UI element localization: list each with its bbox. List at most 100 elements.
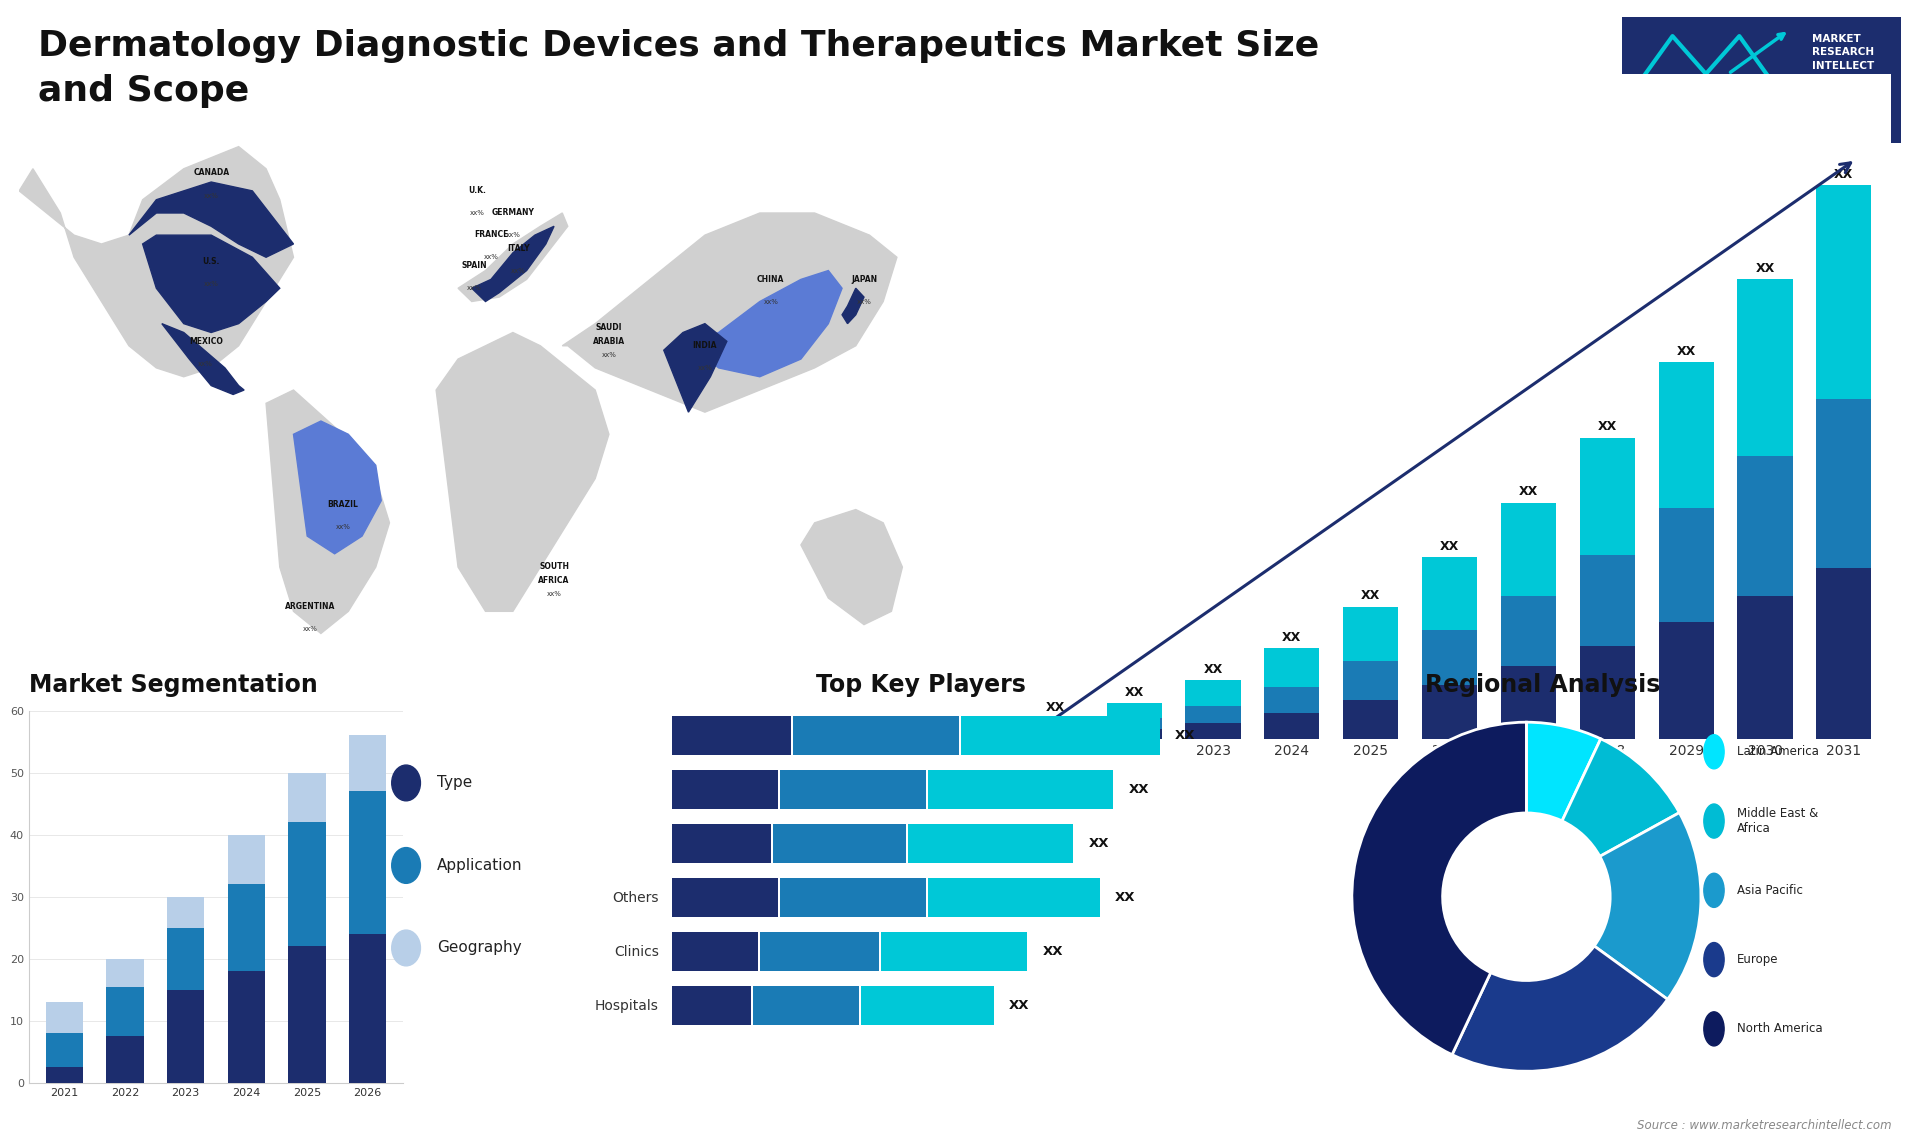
Wedge shape — [1526, 722, 1601, 821]
Bar — [106, 959, 144, 987]
Text: SPAIN: SPAIN — [461, 261, 488, 270]
Text: XX: XX — [1046, 701, 1066, 714]
Bar — [1263, 649, 1319, 688]
Text: XX: XX — [1125, 685, 1144, 699]
Polygon shape — [691, 270, 843, 377]
Text: AFRICA: AFRICA — [538, 575, 570, 584]
Bar — [1580, 555, 1636, 645]
Text: xx%: xx% — [764, 299, 778, 305]
Text: xx%: xx% — [204, 193, 219, 198]
Bar — [227, 971, 265, 1083]
Text: Top Key Players: Top Key Players — [816, 673, 1025, 697]
FancyBboxPatch shape — [927, 878, 1100, 917]
Polygon shape — [563, 213, 897, 413]
Text: U.S.: U.S. — [202, 257, 221, 266]
Text: xx%: xx% — [470, 210, 484, 217]
Wedge shape — [1352, 722, 1526, 1054]
Bar — [1027, 727, 1083, 733]
Wedge shape — [1563, 739, 1680, 856]
Text: Middle East &
Africa: Middle East & Africa — [1738, 807, 1818, 835]
FancyBboxPatch shape — [672, 770, 778, 809]
Polygon shape — [267, 390, 390, 634]
Bar — [288, 947, 326, 1083]
Bar — [106, 1036, 144, 1083]
Text: Type: Type — [438, 776, 472, 791]
Text: INDIA: INDIA — [693, 342, 718, 350]
Bar — [1263, 688, 1319, 713]
Circle shape — [1703, 942, 1724, 976]
Bar — [46, 1003, 83, 1034]
Bar — [1738, 456, 1793, 596]
Bar — [1738, 596, 1793, 739]
Text: Others: Others — [612, 890, 659, 904]
Bar — [1423, 684, 1476, 739]
FancyBboxPatch shape — [881, 932, 1027, 971]
Polygon shape — [843, 289, 864, 323]
Text: Latin America: Latin America — [1738, 745, 1818, 759]
FancyBboxPatch shape — [793, 716, 958, 755]
Text: SOUTH: SOUTH — [540, 563, 568, 572]
Bar — [1344, 661, 1398, 700]
Text: Source : www.marketresearchintellect.com: Source : www.marketresearchintellect.com — [1636, 1120, 1891, 1132]
Text: XX: XX — [1755, 261, 1774, 275]
Text: XX: XX — [1597, 421, 1617, 433]
Circle shape — [1442, 813, 1611, 981]
Text: XX: XX — [1175, 729, 1196, 743]
Text: XX: XX — [1519, 486, 1538, 499]
Bar — [1185, 680, 1240, 706]
Text: ARABIA: ARABIA — [593, 337, 626, 346]
Text: Europe: Europe — [1738, 953, 1778, 966]
Circle shape — [1703, 735, 1724, 769]
Text: xx%: xx% — [856, 299, 872, 305]
Bar — [227, 834, 265, 885]
Bar — [1501, 666, 1555, 739]
Text: xx%: xx% — [336, 525, 349, 531]
Text: North America: North America — [1738, 1022, 1822, 1035]
Bar — [1423, 630, 1476, 684]
Text: CHINA: CHINA — [756, 275, 785, 283]
Text: XX: XX — [1010, 999, 1029, 1012]
Polygon shape — [19, 147, 294, 377]
Text: XX: XX — [1116, 892, 1135, 904]
Bar — [1816, 399, 1872, 567]
Text: xx%: xx% — [547, 591, 561, 597]
Bar — [288, 772, 326, 823]
Polygon shape — [294, 421, 382, 554]
Text: xx%: xx% — [511, 268, 526, 274]
Bar — [46, 1067, 83, 1083]
Text: xx%: xx% — [467, 285, 482, 291]
FancyBboxPatch shape — [780, 770, 925, 809]
Polygon shape — [142, 235, 280, 332]
Bar — [349, 736, 386, 791]
Text: xx%: xx% — [601, 352, 616, 358]
FancyBboxPatch shape — [862, 986, 995, 1026]
Bar — [1344, 700, 1398, 739]
Wedge shape — [1594, 813, 1701, 999]
Text: Dermatology Diagnostic Devices and Therapeutics Market Size: Dermatology Diagnostic Devices and Thera… — [38, 29, 1319, 63]
Text: GERMANY: GERMANY — [492, 209, 534, 218]
FancyBboxPatch shape — [672, 986, 751, 1026]
Bar — [349, 791, 386, 934]
Bar — [1580, 438, 1636, 555]
Bar — [1659, 362, 1715, 508]
Text: Asia Pacific: Asia Pacific — [1738, 884, 1803, 897]
Bar — [1501, 596, 1555, 666]
Polygon shape — [664, 323, 728, 413]
Bar — [1027, 719, 1083, 727]
Text: Hospitals: Hospitals — [595, 998, 659, 1013]
Bar — [1344, 606, 1398, 661]
Text: XX: XX — [1089, 838, 1110, 850]
Text: xx%: xx% — [198, 361, 213, 367]
Text: and Scope: and Scope — [38, 74, 250, 109]
Polygon shape — [436, 332, 609, 611]
Text: U.K.: U.K. — [468, 186, 486, 195]
FancyBboxPatch shape — [672, 824, 772, 863]
FancyBboxPatch shape — [672, 932, 758, 971]
Text: ITALY: ITALY — [507, 244, 530, 252]
Text: Clinics: Clinics — [614, 944, 659, 959]
Bar — [167, 990, 205, 1083]
Bar — [1659, 508, 1715, 622]
Text: SAUDI: SAUDI — [595, 323, 622, 332]
Text: XX: XX — [1129, 783, 1148, 796]
Text: XX: XX — [1440, 540, 1459, 554]
